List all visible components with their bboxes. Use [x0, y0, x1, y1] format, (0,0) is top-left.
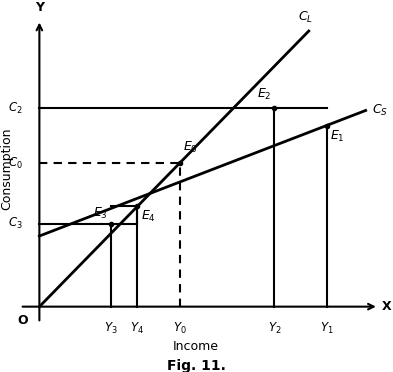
- Text: Income: Income: [173, 340, 219, 353]
- Text: $Y_2$: $Y_2$: [268, 320, 281, 336]
- Text: X: X: [382, 300, 391, 313]
- Text: $E_2$: $E_2$: [257, 87, 271, 102]
- Text: $Y_3$: $Y_3$: [104, 320, 118, 336]
- Text: Y: Y: [35, 1, 44, 14]
- Text: $E_0$: $E_0$: [183, 140, 198, 155]
- Text: $C_3$: $C_3$: [8, 217, 23, 231]
- Text: $E_4$: $E_4$: [141, 209, 155, 224]
- Text: Fig. 11.: Fig. 11.: [167, 359, 226, 372]
- Text: $C_2$: $C_2$: [8, 100, 23, 116]
- Text: $C_0$: $C_0$: [8, 155, 23, 171]
- Text: $Y_4$: $Y_4$: [130, 320, 144, 336]
- Text: $C_L$: $C_L$: [298, 10, 313, 25]
- Text: O: O: [18, 314, 28, 327]
- Text: Consumption: Consumption: [0, 128, 13, 210]
- Text: $E_3$: $E_3$: [93, 206, 108, 221]
- Text: $E_1$: $E_1$: [330, 128, 344, 144]
- Text: $Y_1$: $Y_1$: [320, 320, 333, 336]
- Text: $C_S$: $C_S$: [372, 103, 388, 118]
- Text: $Y_0$: $Y_0$: [173, 320, 187, 336]
